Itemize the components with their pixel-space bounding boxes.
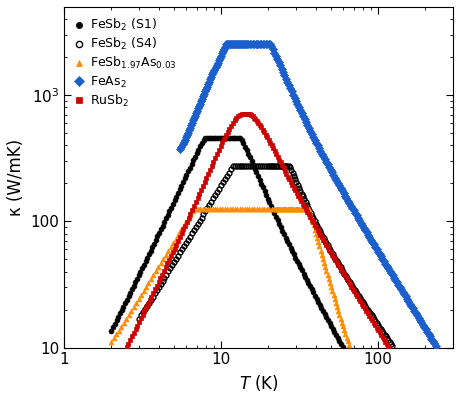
Y-axis label: κ (W/mK): κ (W/mK) xyxy=(7,139,25,216)
X-axis label: $T$ (K): $T$ (K) xyxy=(238,373,278,393)
Legend: FeSb$_2$ (S1), FeSb$_2$ (S4), FeSb$_{1.97}$As$_{0.03}$, FeAs$_2$, RuSb$_2$: FeSb$_2$ (S1), FeSb$_2$ (S4), FeSb$_{1.9… xyxy=(70,13,180,113)
